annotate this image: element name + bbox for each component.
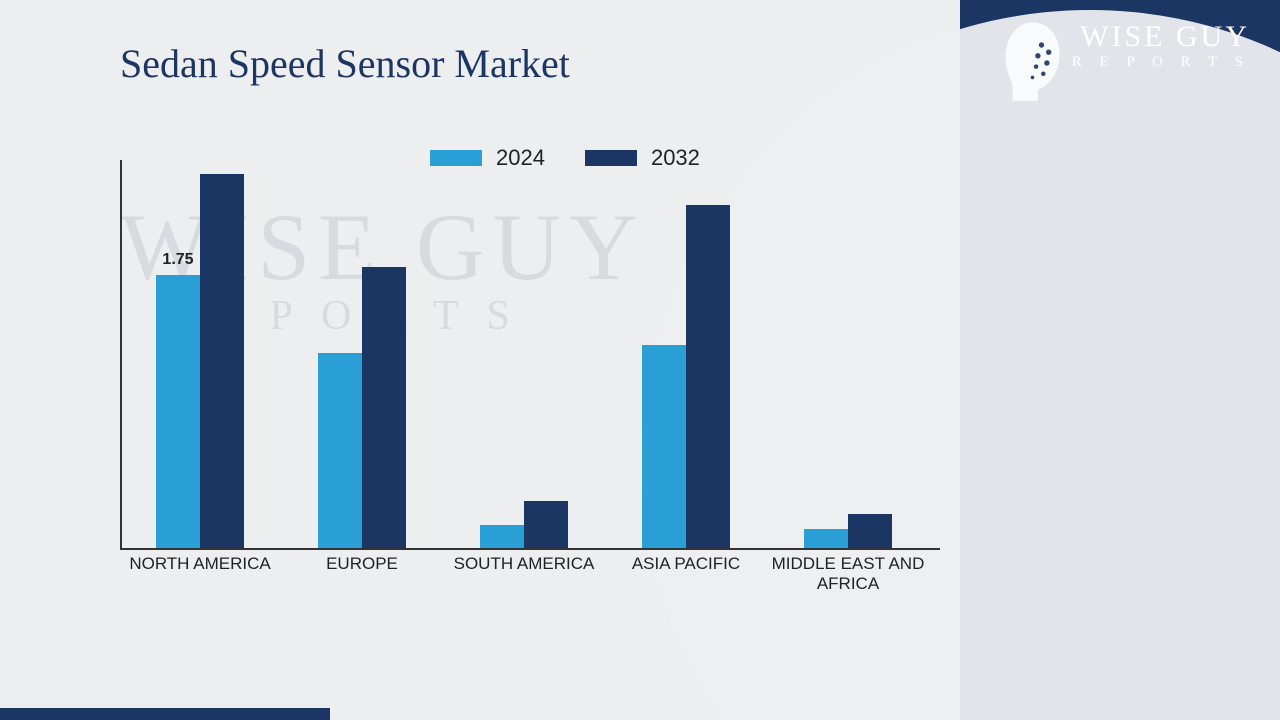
- chart-area: Market Size in USD Billion 1.75NORTH AME…: [60, 160, 940, 650]
- canvas: WISE GUY R E P O R T S Sedan Speed Senso…: [0, 0, 1280, 720]
- bar: 1.75: [156, 275, 200, 548]
- brand-line1: WISE GUY: [1072, 20, 1250, 54]
- brand-head-icon: [995, 18, 1070, 108]
- brand-line2: R E P O R T S: [1072, 54, 1250, 71]
- category-label: EUROPE: [282, 554, 442, 574]
- bar: [524, 501, 568, 548]
- bar-value-label: 1.75: [156, 251, 200, 269]
- bar: [642, 345, 686, 548]
- bar: [200, 174, 244, 548]
- chart-title: Sedan Speed Sensor Market: [120, 40, 570, 87]
- category-label: MIDDLE EAST AND AFRICA: [768, 554, 928, 595]
- category-label: ASIA PACIFIC: [606, 554, 766, 574]
- bar: [318, 353, 362, 548]
- category-label: SOUTH AMERICA: [444, 554, 604, 574]
- bar: [804, 529, 848, 548]
- bar: [686, 205, 730, 548]
- bar: [848, 514, 892, 548]
- plot-area: 1.75NORTH AMERICAEUROPESOUTH AMERICAASIA…: [120, 160, 940, 550]
- footer-accent-bar: [0, 708, 330, 720]
- bar: [480, 525, 524, 548]
- brand-logo-text: WISE GUY R E P O R T S: [1072, 20, 1250, 71]
- bar: [362, 267, 406, 548]
- category-label: NORTH AMERICA: [120, 554, 280, 574]
